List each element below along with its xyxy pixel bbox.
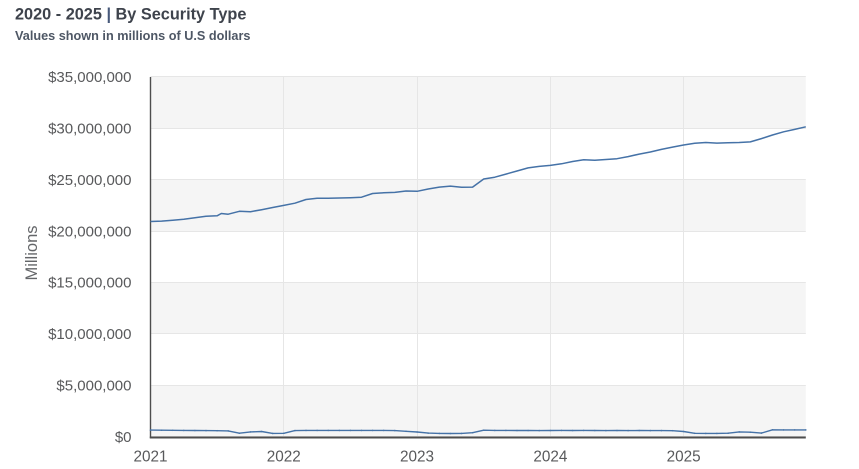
svg-text:2025: 2025 [667,449,701,466]
svg-text:$20,000,000: $20,000,000 [48,223,131,240]
svg-text:Millions: Millions [23,225,41,280]
svg-text:2023: 2023 [400,449,434,466]
svg-text:Values shown in millions of U.: Values shown in millions of U.S dollars [15,29,250,43]
svg-text:2020 - 2025 | By Security Type: 2020 - 2025 | By Security Type [15,6,246,24]
svg-text:$0: $0 [115,429,132,446]
svg-text:$30,000,000: $30,000,000 [48,121,131,138]
svg-text:2022: 2022 [267,449,301,466]
svg-text:$35,000,000: $35,000,000 [48,69,131,86]
svg-text:2021: 2021 [133,449,167,466]
svg-text:2024: 2024 [533,449,568,466]
svg-text:$10,000,000: $10,000,000 [48,326,131,343]
svg-text:$25,000,000: $25,000,000 [48,172,131,189]
svg-text:$15,000,000: $15,000,000 [48,275,131,292]
svg-text:$5,000,000: $5,000,000 [56,377,131,394]
